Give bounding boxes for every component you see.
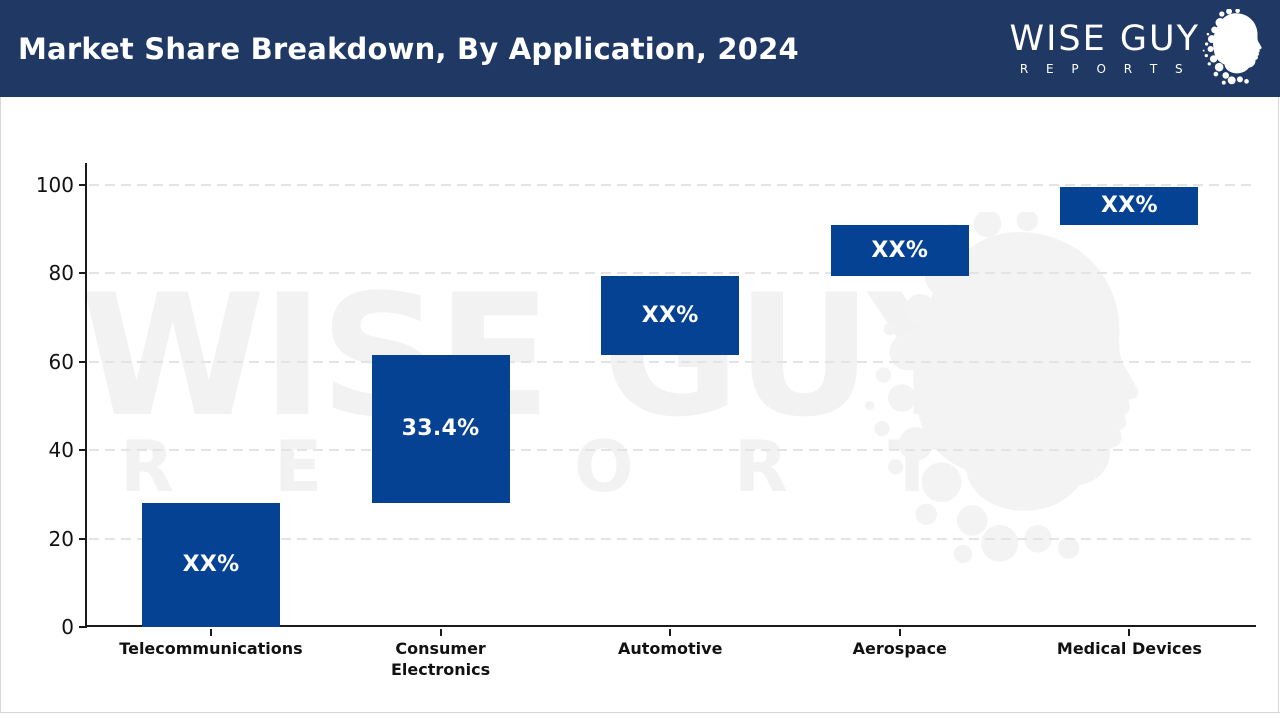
category-label-aerospace: Aerospace	[852, 639, 947, 658]
y-tick-60	[79, 360, 87, 363]
bar-value-label-aerospace: XX%	[871, 237, 929, 263]
category-label-telecommunications: Telecommunications	[119, 639, 303, 658]
bar-value-label-medical-devices: XX%	[1100, 193, 1158, 219]
category-label-medical-devices: Medical Devices	[1056, 639, 1202, 658]
bar-medical-devices: XX%	[1060, 186, 1199, 225]
x-tick-medical-devices	[1128, 629, 1131, 636]
y-tick-100	[79, 184, 87, 186]
bar-value-label-consumer-electronics: 33.4%	[401, 416, 480, 442]
gridline-80	[89, 272, 1256, 275]
gridline-60	[89, 360, 1256, 363]
bar-aerospace: XX%	[830, 224, 969, 277]
header-bar: Market Share Breakdown, By Application, …	[0, 0, 1280, 97]
y-tick-label-40: 40	[48, 438, 74, 463]
logo-text: WISE GUY R E P O R T S	[1009, 18, 1200, 76]
wiseguy-logo: WISE GUY R E P O R T S	[1009, 8, 1268, 89]
x-tick-automotive	[669, 629, 672, 636]
category-label-automotive: Automotive	[617, 639, 723, 658]
axes-frame	[85, 163, 1256, 627]
y-tick-40	[79, 449, 87, 452]
y-tick-label-100: 100	[35, 173, 74, 197]
watermark-wordmark: WISE GUY	[80, 258, 990, 454]
page-border-bottom	[0, 712, 1280, 713]
y-tick-0	[79, 626, 87, 628]
bar-consumer-electronics: 33.4%	[371, 355, 510, 503]
category-label-consumer-electronics: Consumer Electronics	[391, 639, 491, 679]
x-tick-consumer-electronics	[439, 629, 442, 636]
page-border-left	[0, 97, 1, 713]
y-tick-label-20: 20	[48, 526, 74, 551]
gridline-20	[89, 537, 1256, 540]
bar-telecommunications: XX%	[142, 502, 280, 627]
logo-face-icon	[1202, 8, 1262, 85]
y-tick-80	[79, 272, 87, 275]
x-tick-telecommunications	[210, 629, 212, 636]
x-tick-aerospace	[898, 629, 901, 636]
gridline-40	[89, 449, 1256, 452]
y-tick-label-80: 80	[48, 261, 74, 286]
page-title: Market Share Breakdown, By Application, …	[18, 31, 799, 66]
bar-value-label-automotive: XX%	[641, 303, 699, 329]
y-tick-20	[79, 537, 87, 540]
bar-automotive: XX%	[601, 276, 740, 356]
logo-subtext: R E P O R T S	[1019, 61, 1190, 76]
logo-wordmark: WISE GUY	[1009, 18, 1200, 59]
page-border-right	[1278, 97, 1279, 713]
y-tick-label-60: 60	[48, 349, 74, 374]
y-tick-label-0: 0	[61, 615, 74, 639]
bar-value-label-telecommunications: XX%	[182, 552, 240, 578]
gridline-100	[89, 184, 1256, 186]
